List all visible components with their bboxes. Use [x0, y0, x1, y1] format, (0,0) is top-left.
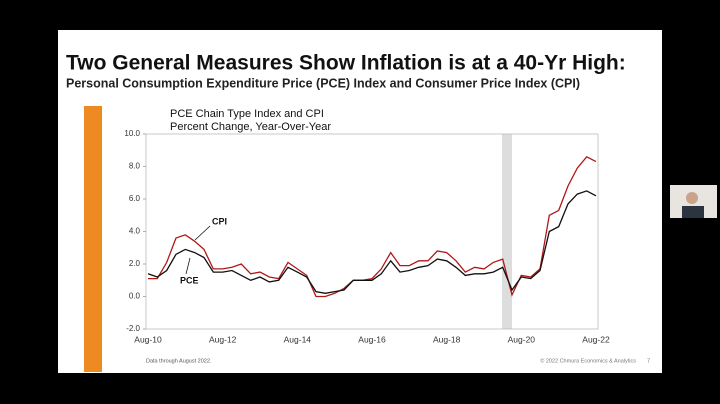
x-tick-label: Aug-18	[433, 334, 461, 344]
chart-subtitle: Percent Change, Year-Over-Year	[170, 121, 331, 133]
x-tick-label: Aug-12	[209, 334, 237, 344]
series-line	[148, 155, 597, 298]
footnote: Data through August 2022.	[146, 358, 212, 364]
page-number: 7	[647, 358, 650, 364]
y-tick-label: 4.0	[129, 227, 141, 236]
series-line	[147, 190, 597, 294]
annotation-arrow	[185, 257, 191, 275]
copyright: © 2022 Chmura Economics & Analytics	[540, 357, 636, 364]
webcam-face	[686, 192, 698, 204]
y-tick-label: 8.0	[129, 162, 141, 171]
annotation: CPI	[212, 216, 227, 226]
accent-bar	[84, 106, 102, 372]
recession-shading	[502, 134, 512, 329]
y-tick-label: 2.0	[129, 259, 141, 268]
x-tick-label: Aug-10	[134, 334, 162, 344]
chart-title: PCE Chain Type Index and CPI	[170, 108, 324, 120]
slide	[58, 30, 662, 373]
x-tick-label: Aug-16	[358, 334, 386, 344]
y-tick-label: 0.0	[129, 292, 141, 301]
annotation-arrow	[194, 225, 211, 241]
x-tick-label: Aug-20	[508, 334, 536, 344]
x-tick-label: Aug-22	[582, 334, 610, 344]
y-tick-label: -2.0	[126, 324, 140, 333]
y-tick-label: 6.0	[129, 194, 141, 203]
slide-subtitle: Personal Consumption Expenditure Price (…	[66, 76, 580, 90]
webcam-body	[682, 206, 704, 218]
slide-title: Two General Measures Show Inflation is a…	[66, 52, 626, 75]
y-tick-label: 10.0	[124, 129, 140, 138]
annotation: PCE	[180, 275, 199, 285]
x-tick-label: Aug-14	[284, 334, 312, 344]
